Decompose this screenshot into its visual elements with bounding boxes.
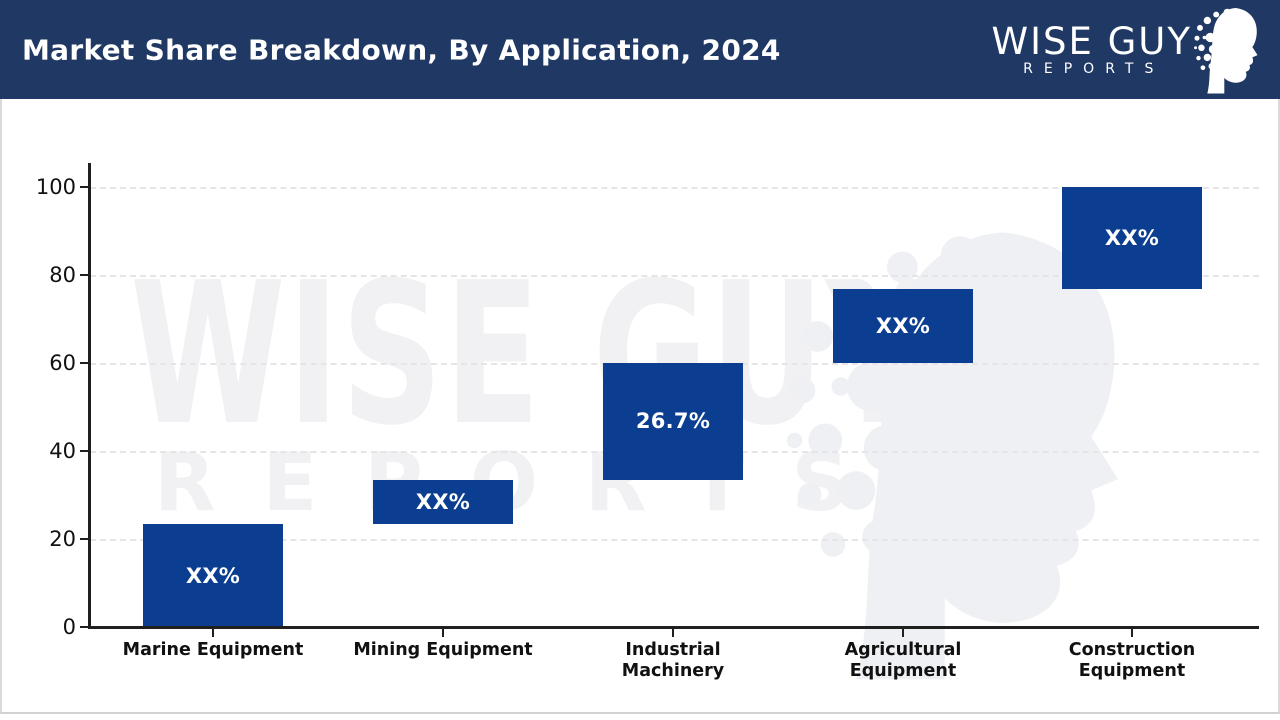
y-tick-mark (80, 450, 89, 452)
x-tick-mark (212, 629, 214, 637)
bar-marine-equipment: XX% (143, 524, 283, 627)
bar-value-label: XX% (415, 490, 471, 515)
x-tick-label: Marine Equipment (122, 640, 304, 660)
x-tick-label: Industrial Machinery (621, 640, 725, 682)
page-title: Market Share Breakdown, By Application, … (22, 33, 781, 66)
brand-logo-text: WISE GUY REPORTS (991, 19, 1192, 78)
watermark-text: WISE GUY (130, 241, 930, 469)
x-tick-label: Construction Equipment (1068, 640, 1196, 682)
chart-card: WISE GUY REPORTS 0 20 40 60 80 100 XX% Marine E… (0, 99, 1280, 714)
brand-name: WISE GUY (991, 19, 1192, 63)
brand-subname: REPORTS (1023, 61, 1165, 78)
x-axis-line (88, 626, 1259, 629)
bar-agricultural-equipment: XX% (833, 289, 973, 363)
bar-industrial-machinery: 26.7% (603, 362, 743, 481)
gridline-y80 (90, 275, 1259, 277)
brand-logo: WISE GUY REPORTS (992, 4, 1270, 96)
x-tick-mark (442, 629, 444, 637)
bar-value-label: XX% (185, 563, 241, 588)
y-axis-line (88, 163, 91, 629)
bar-construction-equipment: XX% (1062, 187, 1202, 290)
bar-mining-equipment: XX% (373, 480, 513, 525)
y-tick-mark (80, 362, 89, 364)
x-tick-mark (672, 629, 674, 637)
y-tick-label: 80 (49, 263, 76, 287)
gridline-y20 (90, 539, 1259, 541)
bar-value-label: XX% (1104, 226, 1160, 251)
x-tick-label: Mining Equipment (353, 640, 533, 660)
y-tick-label: 60 (49, 351, 76, 375)
y-tick-label: 40 (49, 439, 76, 463)
brand-head-icon (1194, 7, 1258, 94)
x-tick-mark (902, 629, 904, 637)
y-tick-mark (80, 186, 89, 188)
y-tick-mark (80, 626, 89, 628)
y-tick-label: 0 (62, 615, 76, 639)
x-tick-label: Agricultural Equipment (844, 640, 962, 682)
bar-value-label: 26.7% (635, 409, 711, 434)
bar-value-label: XX% (875, 313, 931, 338)
plot-area: 0 20 40 60 80 100 XX% Marine Equipment XX% Mining… (2, 99, 1278, 712)
y-tick-label: 100 (35, 175, 76, 199)
y-tick-mark (80, 274, 89, 276)
y-tick-mark (80, 538, 89, 540)
header-bar: Market Share Breakdown, By Application, … (0, 0, 1280, 99)
x-tick-mark (1131, 629, 1133, 637)
y-tick-label: 20 (49, 527, 76, 551)
gridline-y100 (90, 187, 1259, 189)
